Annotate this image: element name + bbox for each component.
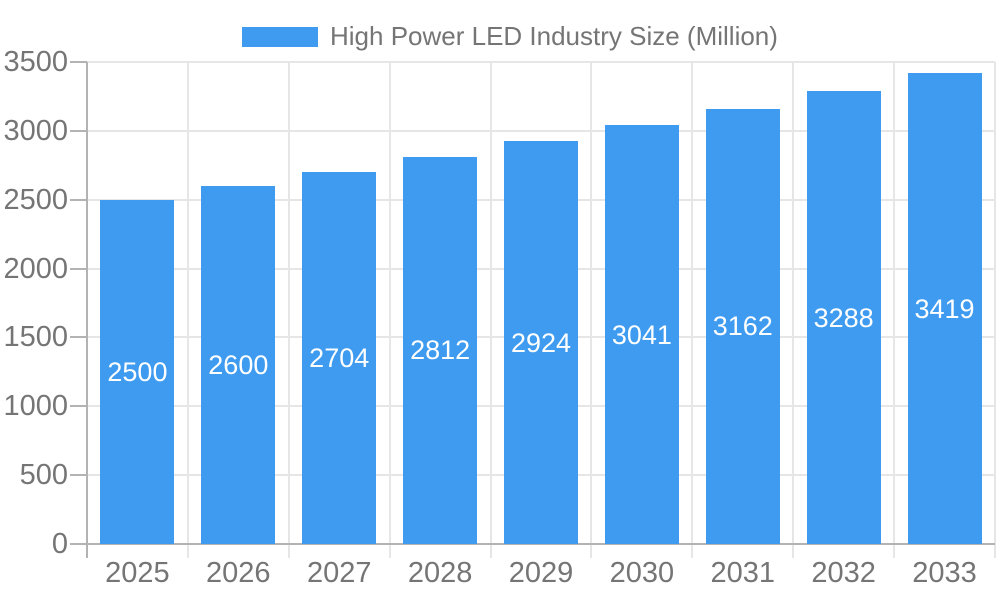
x-axis-label: 2027 (306, 557, 372, 589)
bar[interactable] (604, 125, 679, 544)
x-axis-label: 2031 (710, 557, 776, 589)
y-tick (70, 474, 87, 477)
bar-value-label: 2704 (309, 342, 370, 373)
bar[interactable] (907, 73, 982, 544)
bar[interactable] (100, 199, 175, 544)
y-axis-line (86, 62, 88, 558)
x-gridline (994, 62, 996, 558)
legend-swatch-icon (242, 26, 318, 47)
bar[interactable] (302, 171, 377, 544)
y-axis-label: 1000 (3, 390, 68, 423)
x-axis-label: 2026 (206, 557, 271, 589)
y-axis-label: 1500 (3, 321, 68, 354)
x-axis-label: 2029 (508, 557, 574, 589)
x-gridline (792, 62, 795, 558)
y-tick (70, 198, 87, 201)
x-gridline (388, 62, 391, 558)
x-axis-label: 2032 (811, 557, 876, 589)
y-axis-label: 3500 (3, 46, 68, 78)
x-gridline (489, 62, 492, 558)
y-tick (70, 267, 87, 270)
x-axis-label: 2033 (912, 557, 977, 589)
y-tick (70, 336, 87, 339)
y-axis-label: 2000 (3, 252, 68, 285)
x-axis-label: 2025 (105, 557, 170, 589)
bar[interactable] (806, 91, 881, 544)
y-tick (70, 61, 87, 63)
legend-label: High Power LED Industry Size (Million) (330, 21, 778, 51)
bar-value-label: 3162 (712, 311, 773, 342)
x-axis-line (70, 543, 995, 545)
y-axis-label: 3000 (3, 114, 68, 147)
bar[interactable] (504, 141, 578, 544)
x-axis-label: 2030 (609, 557, 675, 589)
bar[interactable] (201, 185, 276, 544)
bar-value-label: 3288 (813, 302, 874, 333)
x-gridline (287, 62, 290, 558)
y-axis-label: 0 (51, 528, 68, 560)
y-tick (70, 405, 87, 408)
bar-value-label: 3419 (914, 293, 975, 324)
bar[interactable] (403, 156, 478, 544)
x-gridline (691, 62, 694, 558)
legend[interactable]: High Power LED Industry Size (Million) (242, 21, 778, 52)
x-gridline (590, 62, 593, 558)
x-gridline (893, 62, 896, 558)
x-axis-label: 2028 (407, 557, 473, 589)
x-gridline (186, 62, 189, 558)
y-gridline (87, 61, 995, 63)
y-axis-label: 500 (19, 459, 68, 492)
bar-value-label: 3041 (611, 319, 672, 350)
y-tick (70, 129, 87, 132)
bar-value-label: 2500 (107, 356, 168, 387)
bar-value-label: 2600 (208, 349, 269, 380)
bar-value-label: 2924 (510, 327, 572, 358)
bar-value-label: 2812 (410, 335, 471, 366)
bar[interactable] (705, 108, 780, 544)
y-gridline (87, 129, 995, 132)
y-axis-label: 2500 (3, 183, 68, 216)
